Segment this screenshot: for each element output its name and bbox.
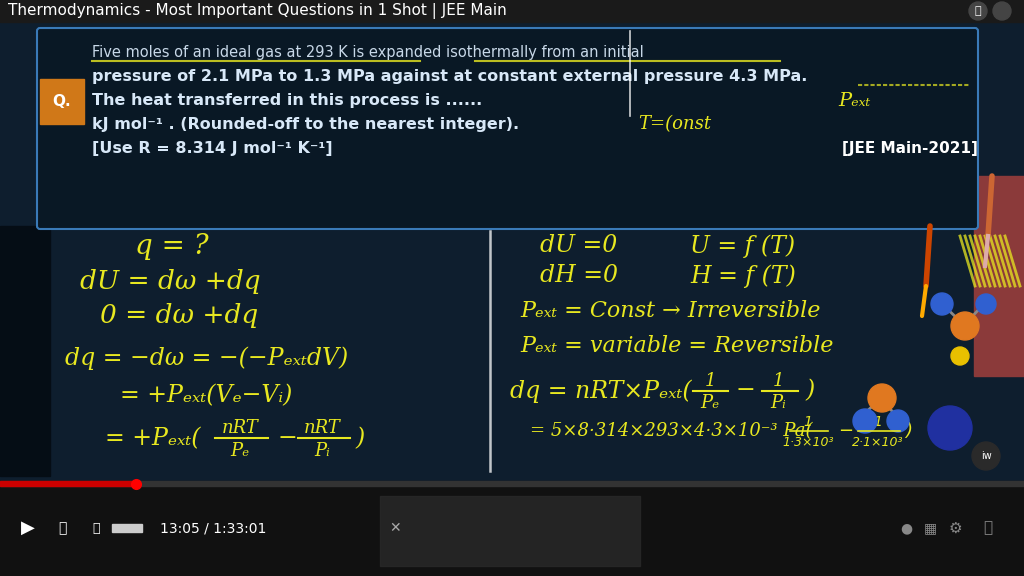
Text: Five moles of an ideal gas at 293 K is expanded isothermally from an initial: Five moles of an ideal gas at 293 K is e…: [92, 44, 644, 59]
Text: 13:05 / 1:33:01: 13:05 / 1:33:01: [160, 521, 266, 535]
Text: nRT: nRT: [304, 419, 340, 437]
Circle shape: [951, 312, 979, 340]
Text: Q.: Q.: [52, 94, 72, 109]
Text: ): ): [355, 427, 365, 450]
Text: [JEE Main-2021]: [JEE Main-2021]: [842, 141, 978, 156]
Text: ●: ●: [900, 521, 912, 535]
Circle shape: [928, 406, 972, 450]
Text: U = f (T): U = f (T): [690, 234, 795, 258]
Text: ✕: ✕: [389, 521, 400, 535]
Text: ▦: ▦: [924, 521, 937, 535]
Circle shape: [969, 2, 987, 20]
Circle shape: [887, 410, 909, 432]
Text: 1: 1: [873, 415, 883, 429]
Text: dq = −dω = −(−PₑₓₜdV): dq = −dω = −(−PₑₓₜdV): [65, 346, 348, 370]
Text: kJ mol⁻¹ . (Rounded-off to the nearest integer).: kJ mol⁻¹ . (Rounded-off to the nearest i…: [92, 116, 519, 131]
Text: Pₑₓₜ = variable = Reversible: Pₑₓₜ = variable = Reversible: [520, 335, 834, 357]
Bar: [0, 0, 1024, 22]
Text: = +Pₑₓₜ(: = +Pₑₓₜ(: [105, 427, 201, 450]
Text: [Use R = 8.314 J mol⁻¹ K⁻¹]: [Use R = 8.314 J mol⁻¹ K⁻¹]: [92, 141, 333, 156]
Text: = +Pₑₓₜ(Vₑ−Vᵢ): = +Pₑₓₜ(Vₑ−Vᵢ): [120, 385, 293, 407]
Text: ⏭: ⏭: [57, 521, 67, 535]
Text: Pₑₓₜ = Const → Irreversible: Pₑₓₜ = Const → Irreversible: [520, 300, 820, 322]
Text: dU = dω +dq: dU = dω +dq: [80, 268, 261, 294]
Circle shape: [951, 347, 969, 365]
Bar: [112, 524, 142, 532]
Circle shape: [931, 293, 953, 315]
Text: ): ): [805, 380, 814, 403]
Circle shape: [972, 442, 1000, 470]
Text: −: −: [736, 380, 756, 403]
Bar: [0, 481, 1024, 576]
Text: q = ?: q = ?: [135, 233, 209, 260]
Text: H = f (T): H = f (T): [690, 264, 796, 288]
Text: ): ): [905, 422, 912, 440]
Text: pressure of 2.1 MPa to 1.3 MPa against at constant external pressure 4.3 MPa.: pressure of 2.1 MPa to 1.3 MPa against a…: [92, 69, 807, 84]
Text: −: −: [278, 427, 298, 450]
Text: iw: iw: [981, 451, 991, 461]
Text: Thermodynamics - Most Important Questions in 1 Shot | JEE Main: Thermodynamics - Most Important Question…: [8, 3, 507, 19]
Text: 1: 1: [772, 372, 783, 390]
Text: nRT: nRT: [221, 419, 258, 437]
Text: Pₑₓₜ: Pₑₓₜ: [838, 92, 870, 110]
FancyBboxPatch shape: [37, 28, 978, 229]
Text: 1: 1: [804, 415, 812, 429]
Circle shape: [976, 294, 996, 314]
Bar: [0, 226, 50, 476]
Text: Pᵢ: Pᵢ: [314, 442, 330, 460]
Text: −: −: [838, 422, 853, 440]
Text: dU =0: dU =0: [540, 234, 617, 257]
Text: ▶: ▶: [22, 519, 35, 537]
Text: T=(onst: T=(onst: [638, 115, 711, 133]
Text: 0 = dω +dq: 0 = dω +dq: [100, 304, 258, 328]
Bar: [0, 481, 136, 486]
Text: dH =0: dH =0: [540, 264, 618, 287]
Text: = 5×8·314×293×4·3×10⁻³ Pa(: = 5×8·314×293×4·3×10⁻³ Pa(: [530, 422, 812, 440]
Text: 1·3×10³: 1·3×10³: [782, 435, 834, 449]
Bar: [0, 481, 1024, 486]
Text: Pₑ: Pₑ: [700, 394, 720, 412]
Text: 🕐: 🕐: [975, 6, 981, 16]
Text: 2·1×10³: 2·1×10³: [852, 435, 904, 449]
Bar: [380, 496, 640, 566]
Text: ⛶: ⛶: [983, 521, 992, 536]
Text: 🔊: 🔊: [92, 521, 99, 535]
Text: 1: 1: [705, 372, 716, 390]
Circle shape: [993, 2, 1011, 20]
Text: Pₑ: Pₑ: [230, 442, 250, 460]
Text: Pᵢ: Pᵢ: [770, 394, 785, 412]
Circle shape: [868, 384, 896, 412]
Text: ⚙: ⚙: [948, 521, 962, 536]
Bar: [40, 79, 84, 124]
Text: dq = nRT×Pₑₓₜ(: dq = nRT×Pₑₓₜ(: [510, 379, 691, 403]
Bar: [974, 176, 1024, 376]
Text: The heat transferred in this process is ......: The heat transferred in this process is …: [92, 93, 482, 108]
Bar: [0, 22, 1024, 481]
Circle shape: [853, 409, 877, 433]
